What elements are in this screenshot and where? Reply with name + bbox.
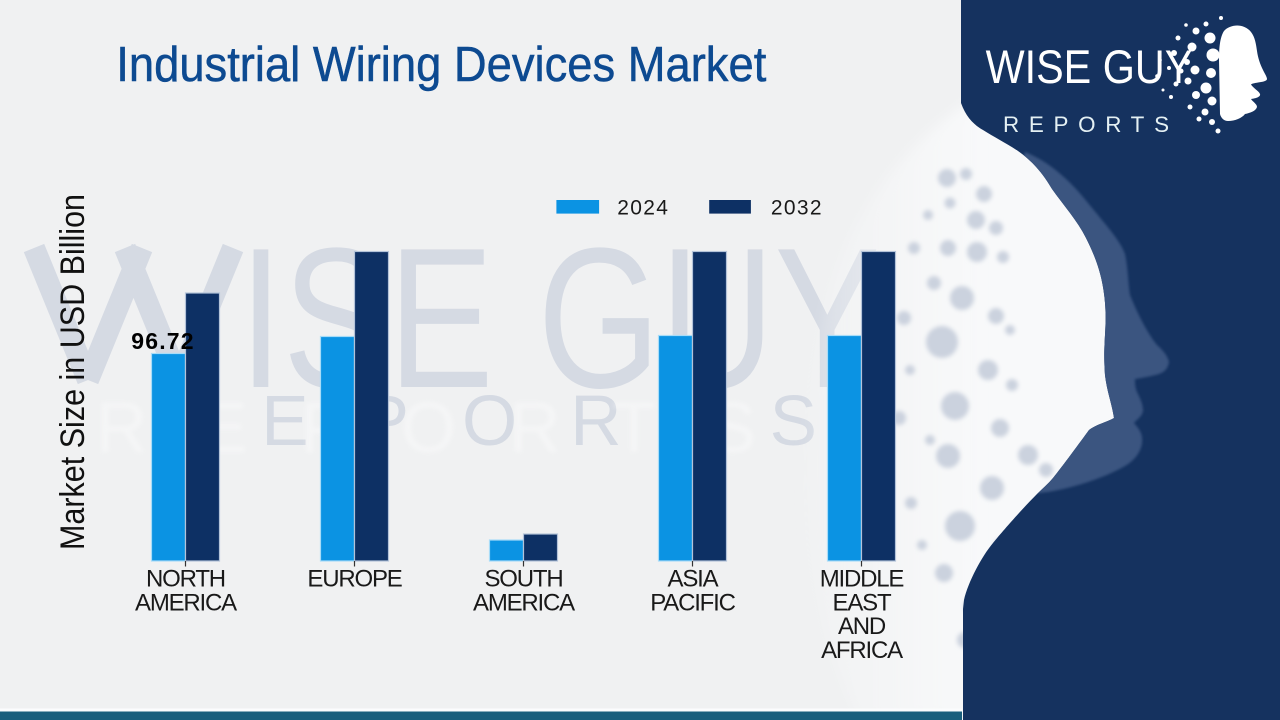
svg-text:ASIA: ASIA — [668, 566, 719, 593]
svg-text:MIDDLE: MIDDLE — [820, 566, 904, 593]
svg-text:AFRICA: AFRICA — [821, 637, 903, 664]
svg-text:EUROPE: EUROPE — [307, 566, 401, 593]
svg-text:2024: 2024 — [617, 196, 669, 219]
svg-text:REPORTS: REPORTS — [1003, 112, 1182, 137]
svg-text:2032: 2032 — [771, 196, 823, 219]
svg-text:WISE GUY: WISE GUY — [986, 42, 1193, 94]
svg-text:NORTH: NORTH — [146, 566, 225, 593]
svg-text:Industrial Wiring Devices Mark: Industrial Wiring Devices Market — [116, 38, 766, 92]
svg-text:AMERICA: AMERICA — [473, 589, 575, 616]
svg-text:96.72: 96.72 — [131, 328, 195, 354]
svg-text:AND: AND — [838, 613, 886, 640]
svg-text:AMERICA: AMERICA — [135, 589, 237, 616]
svg-text:SOUTH: SOUTH — [484, 566, 562, 593]
svg-text:PACIFIC: PACIFIC — [650, 589, 735, 616]
svg-text:EAST: EAST — [833, 589, 892, 616]
svg-text:Market Size in USD Billion: Market Size in USD Billion — [54, 194, 92, 550]
